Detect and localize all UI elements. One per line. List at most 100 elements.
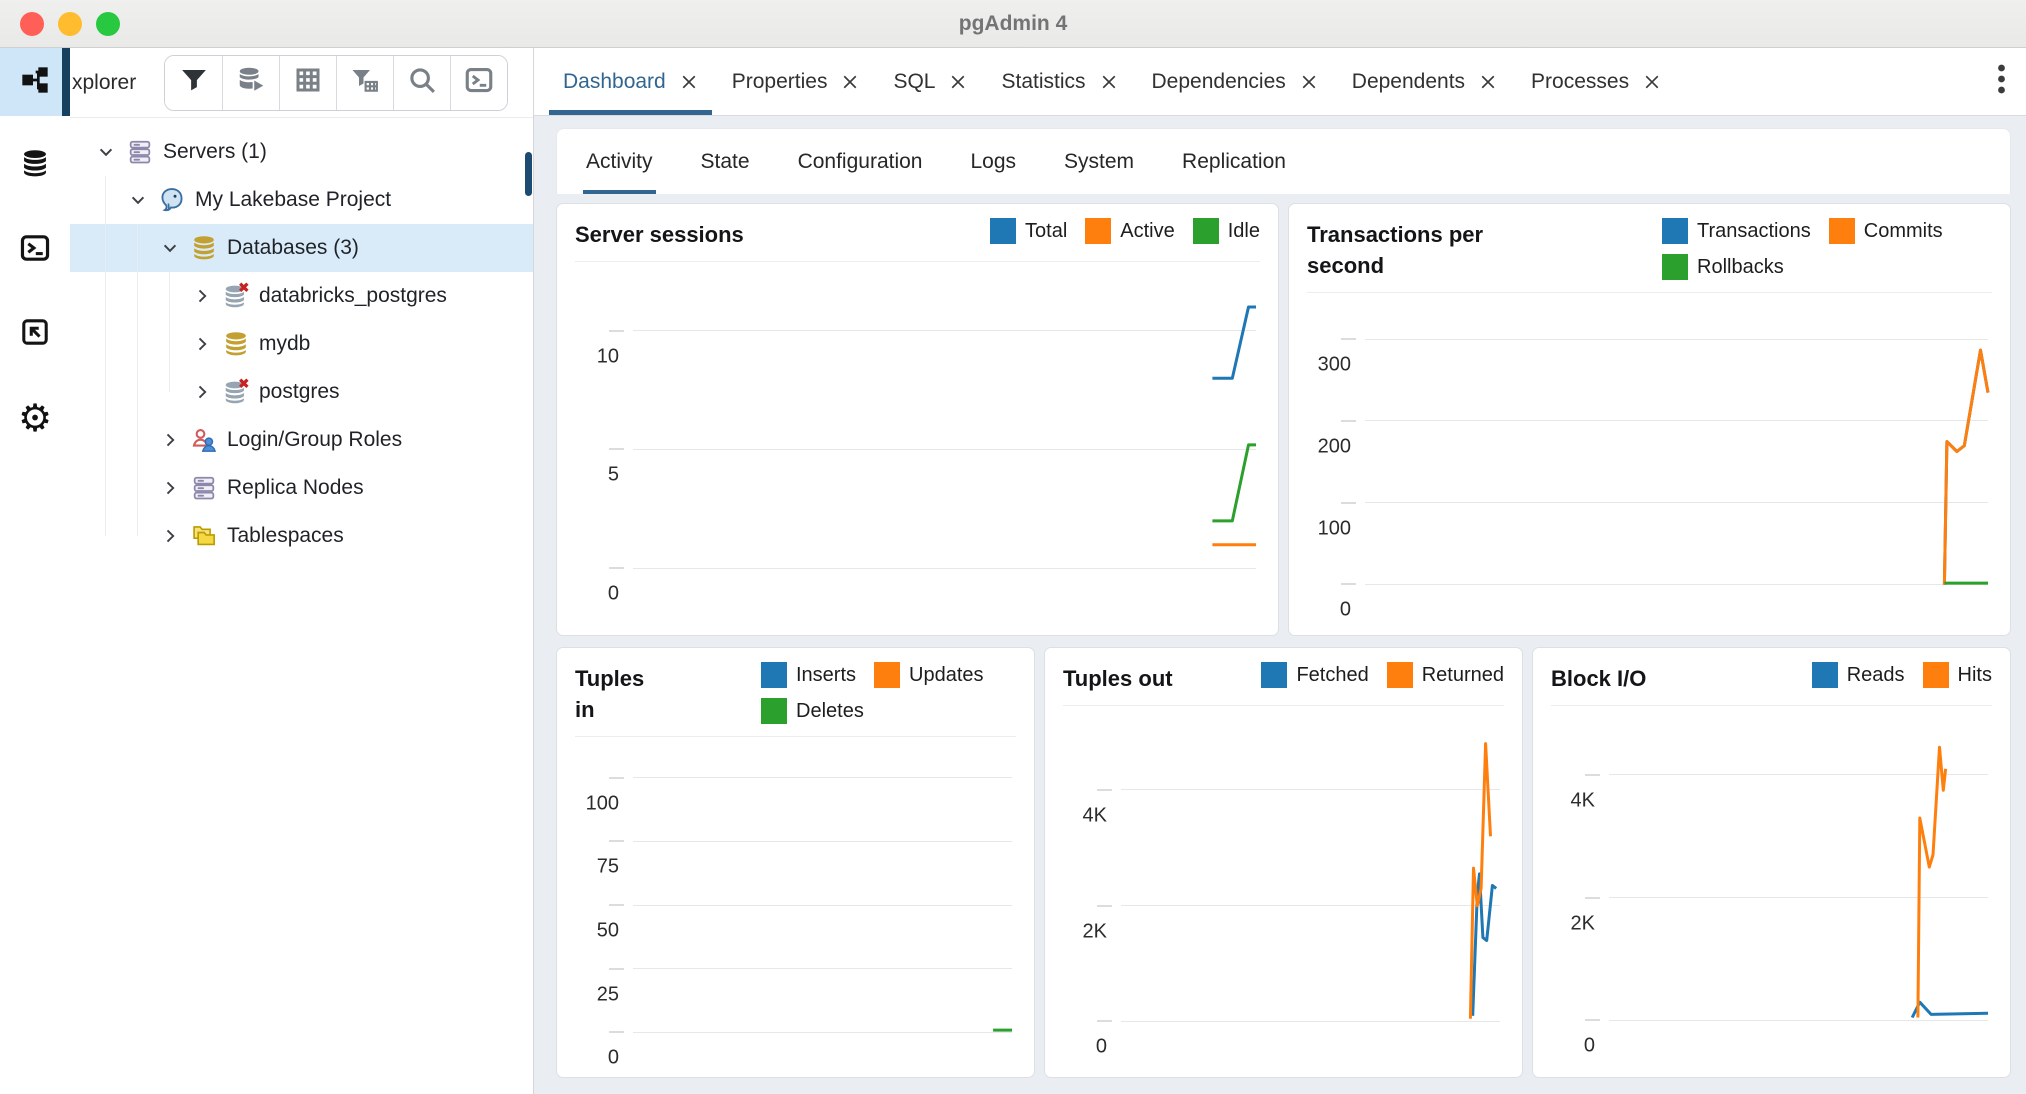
chevron-down-icon[interactable] xyxy=(159,237,181,259)
tab-bar: Dashboard Properties SQL Statistics Dependen… xyxy=(534,48,2026,116)
chevron-right-icon[interactable] xyxy=(159,429,181,451)
transactions-per-second-panel: Transactions per second Transactions Commi… xyxy=(1288,203,2011,636)
tab-dashboard[interactable]: Dashboard xyxy=(546,48,715,115)
toolbar-button-grid[interactable] xyxy=(279,55,336,110)
legend-item-deletes[interactable]: Deletes xyxy=(761,698,864,724)
close-icon[interactable] xyxy=(680,73,698,91)
legend-item-total[interactable]: Total xyxy=(990,218,1067,244)
subtab-configuration[interactable]: Configuration xyxy=(795,129,926,194)
tree-item-postgres[interactable]: postgres xyxy=(70,368,533,416)
chevron-right-icon[interactable] xyxy=(191,285,213,307)
tab-sql[interactable]: SQL xyxy=(876,48,984,115)
tab-label: Dependencies xyxy=(1151,69,1286,93)
console-icon xyxy=(464,65,494,100)
legend-label: Transactions xyxy=(1697,219,1811,242)
close-icon[interactable] xyxy=(1300,73,1318,91)
close-icon[interactable] xyxy=(949,73,967,91)
tablespaces-icon xyxy=(190,522,218,550)
grid-icon xyxy=(293,65,323,100)
tab-properties[interactable]: Properties xyxy=(715,48,877,115)
close-icon[interactable] xyxy=(841,73,859,91)
tree-item-login-group-roles[interactable]: Login/Group Roles xyxy=(70,416,533,464)
toolbar-button-database-play[interactable] xyxy=(222,55,279,110)
chart-gridline xyxy=(633,1031,1012,1033)
preferences-button[interactable]: ⚙ xyxy=(0,384,70,452)
chart-gridline xyxy=(1609,1019,1988,1021)
chevron-right-icon[interactable] xyxy=(191,381,213,403)
series-line-idle xyxy=(1212,443,1256,523)
axis-tick xyxy=(1585,773,1600,776)
query-tool-panel-button[interactable] xyxy=(0,216,70,284)
chart-body: 10 5 0 xyxy=(575,262,1260,623)
tree-item-my-lakebase-project[interactable]: My Lakebase Project xyxy=(70,176,533,224)
tab-dependents[interactable]: Dependents xyxy=(1335,48,1514,115)
legend-item-inserts[interactable]: Inserts xyxy=(761,662,856,688)
tree-item-label: mydb xyxy=(259,332,311,355)
database-disconnected-icon xyxy=(222,282,250,310)
tree-item-mydb[interactable]: mydb xyxy=(70,320,533,368)
chevron-down-icon[interactable] xyxy=(95,141,117,163)
tree-item-replica-nodes[interactable]: Replica Nodes xyxy=(70,464,533,512)
tree-guide-line xyxy=(169,272,170,392)
chevron-right-icon[interactable] xyxy=(191,333,213,355)
subtab-system[interactable]: System xyxy=(1061,129,1137,194)
subtab-replication[interactable]: Replication xyxy=(1179,129,1289,194)
minimize-window-button[interactable] xyxy=(58,11,82,36)
toolbar-button-filter-grid[interactable] xyxy=(336,55,393,110)
tab-overflow-menu-button[interactable] xyxy=(1997,63,2006,100)
y-tick-label: 300 xyxy=(1317,353,1351,376)
legend-item-returned[interactable]: Returned xyxy=(1386,662,1504,688)
legend-item-hits[interactable]: Hits xyxy=(1922,662,1992,688)
chart-series-lines xyxy=(1468,741,1498,1019)
legend-item-rollbacks[interactable]: Rollbacks xyxy=(1662,254,1784,280)
chart-plot xyxy=(1341,319,1990,597)
tree-item-databricks-postgres[interactable]: databricks_postgres xyxy=(70,272,533,320)
legend-item-commits[interactable]: Commits xyxy=(1828,218,1943,244)
chart-header: Transactions per second Transactions Commi… xyxy=(1307,218,1992,293)
chevron-down-icon[interactable] xyxy=(127,189,149,211)
chevron-right-icon[interactable] xyxy=(159,525,181,547)
close-icon[interactable] xyxy=(1643,73,1661,91)
server-stack-icon xyxy=(126,138,154,166)
chevron-right-icon[interactable] xyxy=(159,477,181,499)
toolbar-button-console[interactable] xyxy=(450,55,507,110)
legend-item-idle[interactable]: Idle xyxy=(1192,218,1260,244)
legend-item-updates[interactable]: Updates xyxy=(874,662,984,688)
chart-yaxis: 10 5 0 xyxy=(575,288,633,623)
subtab-logs[interactable]: Logs xyxy=(967,129,1019,194)
chart-yaxis: 300 200 100 0 xyxy=(1307,319,1365,623)
traffic-lights xyxy=(20,11,120,36)
legend-label: Fetched xyxy=(1296,663,1369,686)
chart-legend: Fetched Returned xyxy=(1261,662,1504,688)
tree-item-servers-1[interactable]: Servers (1) xyxy=(70,128,533,176)
chart-yaxis: 4K 2K 0 xyxy=(1551,732,1609,1065)
legend-item-reads[interactable]: Reads xyxy=(1811,662,1905,688)
tree-item-label: My Lakebase Project xyxy=(195,188,392,211)
tree-item-databases-3[interactable]: Databases (3) xyxy=(70,224,533,272)
toolbar-button-search[interactable] xyxy=(393,55,450,110)
tab-statistics[interactable]: Statistics xyxy=(984,48,1134,115)
databases-panel-button[interactable] xyxy=(0,132,70,200)
toolbar-button-filter[interactable] xyxy=(165,55,222,110)
chart-plot xyxy=(609,288,1256,597)
subtab-activity[interactable]: Activity xyxy=(583,129,656,194)
object-explorer-panel-button[interactable] xyxy=(0,48,70,116)
schema-diff-panel-button[interactable] xyxy=(0,300,70,368)
subtab-state[interactable]: State xyxy=(698,129,753,194)
legend-item-transactions[interactable]: Transactions xyxy=(1662,218,1811,244)
close-icon[interactable] xyxy=(1100,73,1118,91)
subtab-label: Activity xyxy=(586,149,653,173)
axis-tick xyxy=(1585,1019,1600,1022)
y-tick-label: 4K xyxy=(1082,804,1107,827)
tab-dependencies[interactable]: Dependencies xyxy=(1135,48,1335,115)
zoom-window-button[interactable] xyxy=(96,11,120,36)
legend-item-active[interactable]: Active xyxy=(1085,218,1175,244)
close-window-button[interactable] xyxy=(20,11,44,36)
legend-item-fetched[interactable]: Fetched xyxy=(1261,662,1369,688)
tab-processes[interactable]: Processes xyxy=(1514,48,1678,115)
chart-series-lines xyxy=(993,1028,1012,1032)
tree-item-tablespaces[interactable]: Tablespaces xyxy=(70,512,533,560)
legend-label: Active xyxy=(1120,219,1175,242)
tree-scrollbar-thumb[interactable] xyxy=(525,152,532,196)
close-icon[interactable] xyxy=(1479,73,1497,91)
